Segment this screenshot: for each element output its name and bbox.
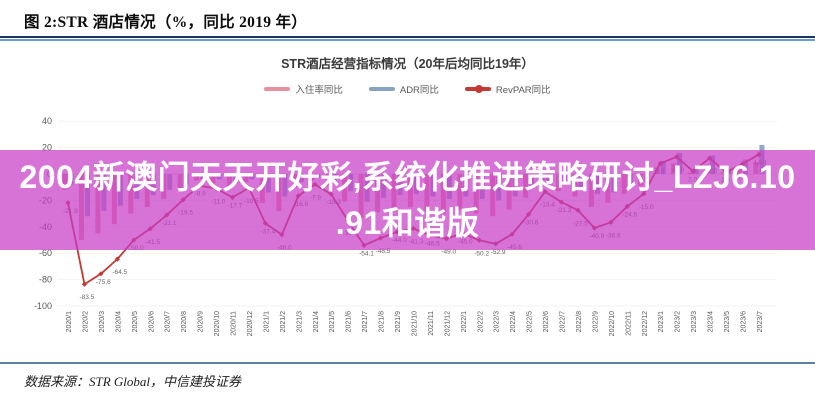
banner-text-line2: .91和谐版 bbox=[335, 205, 480, 241]
title-divider-dark bbox=[0, 36, 815, 38]
svg-text:2022/3: 2022/3 bbox=[494, 311, 501, 333]
x-axis-ticks: 2020/1 2020/2 2020/3 2020/4 2020/5 2020/6 2020… bbox=[66, 311, 764, 336]
legend-item-2: RevPAR同比 bbox=[464, 82, 551, 96]
svg-text:2020/2: 2020/2 bbox=[82, 311, 89, 333]
data-source: 数据来源：STR Global，中信建投证券 bbox=[24, 374, 242, 389]
svg-text:2022/8: 2022/8 bbox=[576, 311, 583, 333]
svg-text:2021/3: 2021/3 bbox=[296, 311, 303, 333]
legend-swatch-icon bbox=[368, 87, 395, 91]
svg-text:-83.5: -83.5 bbox=[79, 294, 94, 301]
banner-text-line1: 2004新澳门天天开好彩,系统化推进策略研讨_LZJ6.10 bbox=[19, 159, 796, 195]
title-divider-light bbox=[0, 39, 815, 41]
svg-text:2022/11: 2022/11 bbox=[625, 311, 632, 336]
svg-text:2022/7: 2022/7 bbox=[560, 311, 567, 333]
svg-text:2022/2: 2022/2 bbox=[477, 311, 484, 333]
svg-text:2023/5: 2023/5 bbox=[724, 311, 731, 333]
svg-text:2023/4: 2023/4 bbox=[708, 311, 715, 333]
legend-label: ADR同比 bbox=[399, 85, 439, 96]
svg-text:-64.5: -64.5 bbox=[112, 269, 127, 276]
legend-swatch-icon bbox=[264, 87, 291, 91]
svg-text:2020/8: 2020/8 bbox=[181, 311, 188, 333]
svg-text:2021/11: 2021/11 bbox=[428, 311, 435, 336]
svg-text:2021/2: 2021/2 bbox=[280, 311, 287, 333]
svg-text:-75.6: -75.6 bbox=[96, 279, 111, 286]
svg-text:2020/7: 2020/7 bbox=[165, 311, 172, 333]
figure-title: 图 2:STR 酒店情况（%，同比 2019 年） bbox=[24, 14, 308, 31]
svg-text:2020/6: 2020/6 bbox=[148, 311, 155, 333]
svg-text:2021/8: 2021/8 bbox=[379, 311, 386, 333]
svg-text:2023/6: 2023/6 bbox=[740, 311, 747, 333]
svg-text:-80: -80 bbox=[39, 275, 52, 285]
svg-text:2020/12: 2020/12 bbox=[247, 311, 254, 336]
svg-text:2020/5: 2020/5 bbox=[132, 311, 139, 333]
chart-legend: 入住率同比 ADR同比 RevPAR同比 bbox=[0, 82, 815, 96]
svg-text:2022/4: 2022/4 bbox=[510, 311, 517, 333]
svg-text:2021/10: 2021/10 bbox=[411, 311, 418, 336]
svg-text:2022/10: 2022/10 bbox=[609, 311, 616, 336]
svg-text:-100: -100 bbox=[34, 301, 52, 311]
svg-text:2023/3: 2023/3 bbox=[691, 311, 698, 333]
svg-text:2020/9: 2020/9 bbox=[198, 311, 205, 333]
svg-text:2021/7: 2021/7 bbox=[362, 311, 369, 333]
svg-text:2022/9: 2022/9 bbox=[592, 311, 599, 333]
svg-text:2023/7: 2023/7 bbox=[757, 311, 764, 333]
svg-text:40: 40 bbox=[42, 116, 52, 126]
svg-text:2022/5: 2022/5 bbox=[527, 311, 534, 333]
legend-swatch-icon bbox=[464, 85, 491, 94]
svg-text:2021/4: 2021/4 bbox=[313, 311, 320, 333]
svg-text:2021/12: 2021/12 bbox=[444, 311, 451, 336]
legend-label: 入住率同比 bbox=[295, 85, 343, 96]
svg-text:-54.1: -54.1 bbox=[359, 250, 374, 257]
svg-text:2021/5: 2021/5 bbox=[329, 311, 336, 333]
legend-item-0: 入住率同比 bbox=[264, 82, 343, 96]
svg-text:2021/1: 2021/1 bbox=[263, 311, 270, 333]
svg-text:2021/9: 2021/9 bbox=[395, 311, 402, 333]
overlay-banner[interactable]: 2004新澳门天天开好彩,系统化推进策略研讨_LZJ6.10 .91和谐版 bbox=[0, 150, 815, 250]
svg-text:2020/10: 2020/10 bbox=[214, 311, 221, 336]
svg-text:2023/2: 2023/2 bbox=[675, 311, 682, 333]
svg-text:2022/12: 2022/12 bbox=[642, 311, 649, 336]
svg-text:2020/11: 2020/11 bbox=[231, 311, 238, 336]
svg-text:2022/6: 2022/6 bbox=[543, 311, 550, 333]
svg-text:2020/3: 2020/3 bbox=[99, 311, 106, 333]
svg-text:2020/4: 2020/4 bbox=[115, 311, 122, 333]
legend-point-icon bbox=[474, 85, 483, 94]
svg-text:2021/6: 2021/6 bbox=[346, 311, 353, 333]
chart-title: STR酒店经营指标情况（20年后均同比19年） bbox=[281, 57, 534, 71]
svg-text:2023/1: 2023/1 bbox=[658, 311, 665, 333]
footer-divider bbox=[0, 362, 815, 364]
legend-label: RevPAR同比 bbox=[495, 85, 551, 96]
svg-text:-50.2: -50.2 bbox=[474, 250, 489, 257]
svg-text:2022/1: 2022/1 bbox=[461, 311, 468, 333]
legend-item-1: ADR同比 bbox=[368, 82, 439, 96]
svg-text:2020/1: 2020/1 bbox=[66, 311, 73, 333]
